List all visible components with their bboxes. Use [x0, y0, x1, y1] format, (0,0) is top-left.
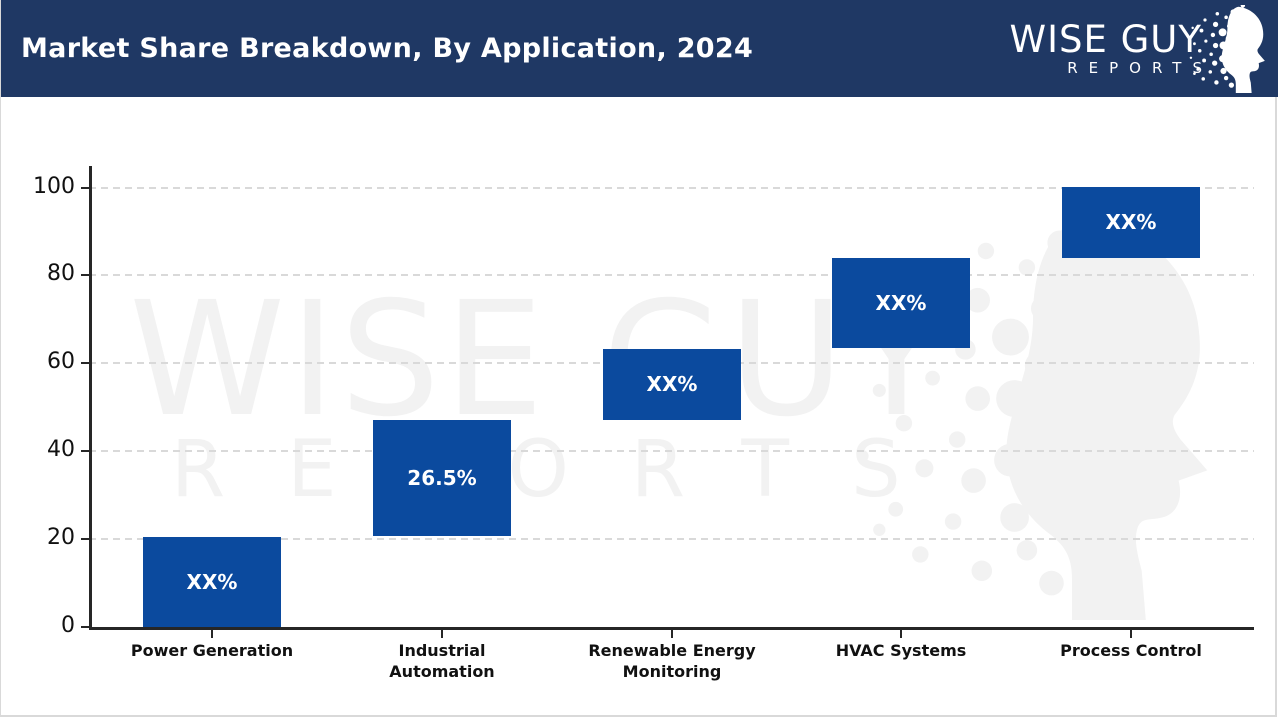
y-axis-tick-40	[81, 450, 89, 453]
brand-name: WISE GUY	[1009, 18, 1202, 61]
y-axis-label-100: 100	[33, 173, 75, 199]
y-axis-tick-20	[81, 538, 89, 541]
x-axis-label-3: HVAC Systems	[835, 641, 967, 660]
bar-power-generation: XX%	[143, 537, 281, 627]
bar-hvac-systems: XX%	[832, 257, 970, 349]
bar-value-label: XX%	[646, 372, 698, 397]
gridline-100	[89, 186, 1254, 189]
gridline-20	[89, 538, 1254, 541]
chart-title: Market Share Breakdown, By Application, …	[21, 33, 754, 64]
x-axis-tick-2	[671, 629, 673, 638]
y-axis-label-0: 0	[61, 613, 75, 638]
header-bar: Market Share Breakdown, By Application, …	[1, 0, 1278, 97]
x-axis-tick-0	[211, 629, 213, 638]
x-axis-tick-3	[900, 629, 902, 638]
x-axis-label-2: Renewable Energy Monitoring	[588, 641, 756, 681]
y-axis-label-20: 20	[47, 525, 75, 551]
brand-logo: WISE GUY REPORTS	[1009, 4, 1268, 93]
bar-renewable-energy-monitoring: XX%	[603, 349, 741, 420]
bar-value-label: XX%	[1105, 210, 1157, 235]
bar-value-label: 26.5%	[407, 466, 477, 491]
gridline-40	[89, 450, 1254, 453]
x-axis-line	[89, 627, 1254, 630]
x-axis-label-1: Industrial Automation	[389, 641, 495, 681]
gridline-80	[89, 274, 1254, 277]
y-axis-tick-80	[81, 274, 89, 277]
y-axis-tick-100	[81, 186, 89, 189]
brand-logo-text: WISE GUY REPORTS	[1009, 18, 1203, 76]
x-axis-label-4: Process Control	[1060, 641, 1202, 660]
y-axis-tick-0	[81, 626, 89, 628]
y-axis-tick-60	[81, 362, 89, 365]
x-axis-tick-4	[1130, 629, 1132, 638]
bar-industrial-automation: 26.5%	[373, 420, 511, 537]
y-axis-label-80: 80	[47, 261, 75, 287]
y-axis-line	[89, 165, 92, 629]
bar-value-label: XX%	[186, 570, 238, 595]
bar-process-control: XX%	[1062, 186, 1200, 258]
x-axis-label-0: Power Generation	[130, 641, 294, 660]
x-axis-tick-1	[441, 629, 443, 638]
y-axis-label-40: 40	[47, 437, 75, 463]
brand-head-dots-icon	[1189, 4, 1265, 93]
bar-value-label: XX%	[875, 291, 927, 316]
y-axis-label-60: 60	[47, 349, 75, 375]
brand-subname: REPORTS	[1067, 59, 1213, 77]
